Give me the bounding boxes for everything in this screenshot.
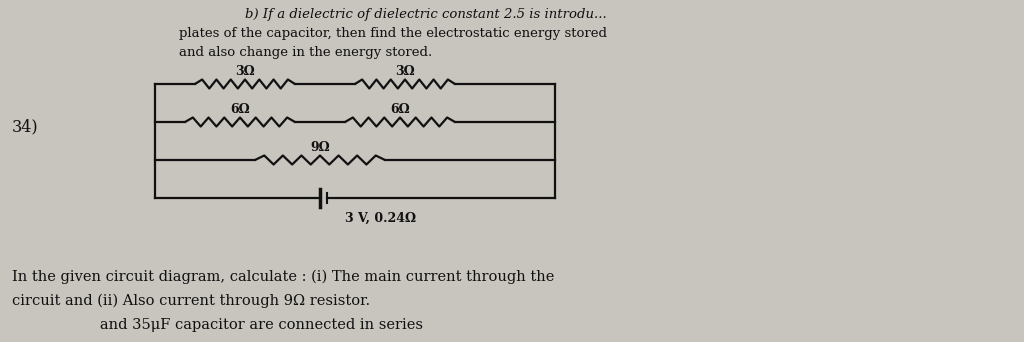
Text: 3Ω: 3Ω — [395, 65, 415, 78]
Text: 6Ω: 6Ω — [390, 103, 410, 116]
Text: and also change in the energy stored.: and also change in the energy stored. — [162, 46, 432, 59]
Text: 34): 34) — [12, 118, 39, 135]
Text: 9Ω: 9Ω — [310, 141, 330, 154]
Text: 3Ω: 3Ω — [236, 65, 255, 78]
Text: and 35μF capacitor are connected in series: and 35μF capacitor are connected in seri… — [12, 318, 423, 332]
Text: plates of the capacitor, then find the electrostatic energy stored: plates of the capacitor, then find the e… — [162, 27, 607, 40]
Text: b) If a dielectric of dielectric constant 2.5 is introdu...: b) If a dielectric of dielectric constan… — [245, 8, 607, 21]
Text: In the given circuit diagram, calculate : (i) The main current through the: In the given circuit diagram, calculate … — [12, 270, 554, 285]
Text: circuit and (ii) Also current through 9Ω resistor.: circuit and (ii) Also current through 9Ω… — [12, 294, 370, 308]
Text: 6Ω: 6Ω — [230, 103, 250, 116]
Text: 3 V, 0.24Ω: 3 V, 0.24Ω — [345, 212, 416, 225]
